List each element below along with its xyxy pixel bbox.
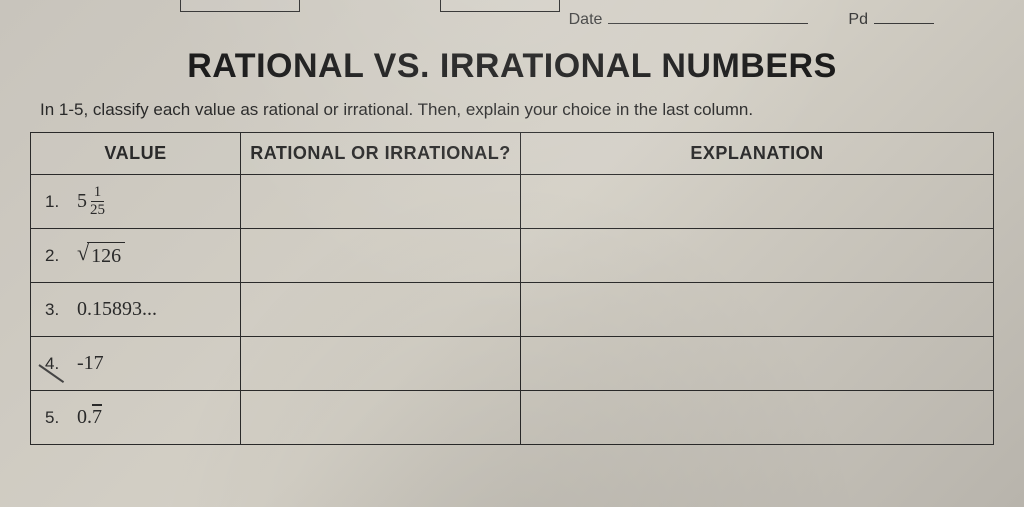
value-cell: 2. √126 [31, 229, 241, 283]
value-expression: 0.15893... [77, 298, 157, 321]
classification-table: VALUE RATIONAL OR IRRATIONAL? EXPLANATIO… [30, 132, 994, 445]
classification-cell[interactable] [241, 175, 521, 229]
explanation-cell[interactable] [521, 283, 994, 337]
table-row: 3. 0.15893... [31, 283, 994, 337]
worksheet-title: RATIONAL VS. IRRATIONAL NUMBERS [30, 47, 994, 86]
row-number: 4. [45, 354, 63, 374]
row-number: 5. [45, 408, 63, 428]
explanation-cell[interactable] [521, 337, 994, 391]
row-number: 1. [45, 192, 63, 212]
table-row: 2. √126 [31, 229, 994, 283]
table-row: 1. 5125 [31, 175, 994, 229]
value-cell: 3. 0.15893... [31, 283, 241, 337]
value-expression: √126 [77, 242, 125, 269]
col-header-classification: RATIONAL OR IRRATIONAL? [241, 133, 521, 175]
col-header-value: VALUE [31, 133, 241, 175]
explanation-cell[interactable] [521, 175, 994, 229]
partial-box-left [180, 0, 300, 12]
explanation-cell[interactable] [521, 391, 994, 445]
pd-blank[interactable] [874, 8, 934, 24]
date-field: Date [569, 8, 809, 29]
value-cell: 4. -17 [31, 337, 241, 391]
classification-cell[interactable] [241, 229, 521, 283]
table-row: 5. 0.7 [31, 391, 994, 445]
col-header-explanation: EXPLANATION [521, 133, 994, 175]
pd-label: Pd [848, 11, 868, 29]
pd-field: Pd [848, 8, 934, 29]
value-cell: 5. 0.7 [31, 391, 241, 445]
explanation-cell[interactable] [521, 229, 994, 283]
classification-cell[interactable] [241, 391, 521, 445]
date-blank[interactable] [608, 8, 808, 24]
row-number: 3. [45, 300, 63, 320]
partial-box-right [440, 0, 560, 12]
partial-header-boxes [180, 0, 560, 12]
classification-cell[interactable] [241, 283, 521, 337]
classification-cell[interactable] [241, 337, 521, 391]
value-cell: 1. 5125 [31, 175, 241, 229]
value-expression: -17 [77, 352, 104, 375]
table-header-row: VALUE RATIONAL OR IRRATIONAL? EXPLANATIO… [31, 133, 994, 175]
date-label: Date [569, 11, 603, 29]
value-expression: 0.7 [77, 406, 102, 429]
instructions-text: In 1-5, classify each value as rational … [30, 100, 994, 120]
value-expression: 5125 [77, 185, 105, 218]
row-number: 2. [45, 246, 63, 266]
table-row: 4. -17 [31, 337, 994, 391]
